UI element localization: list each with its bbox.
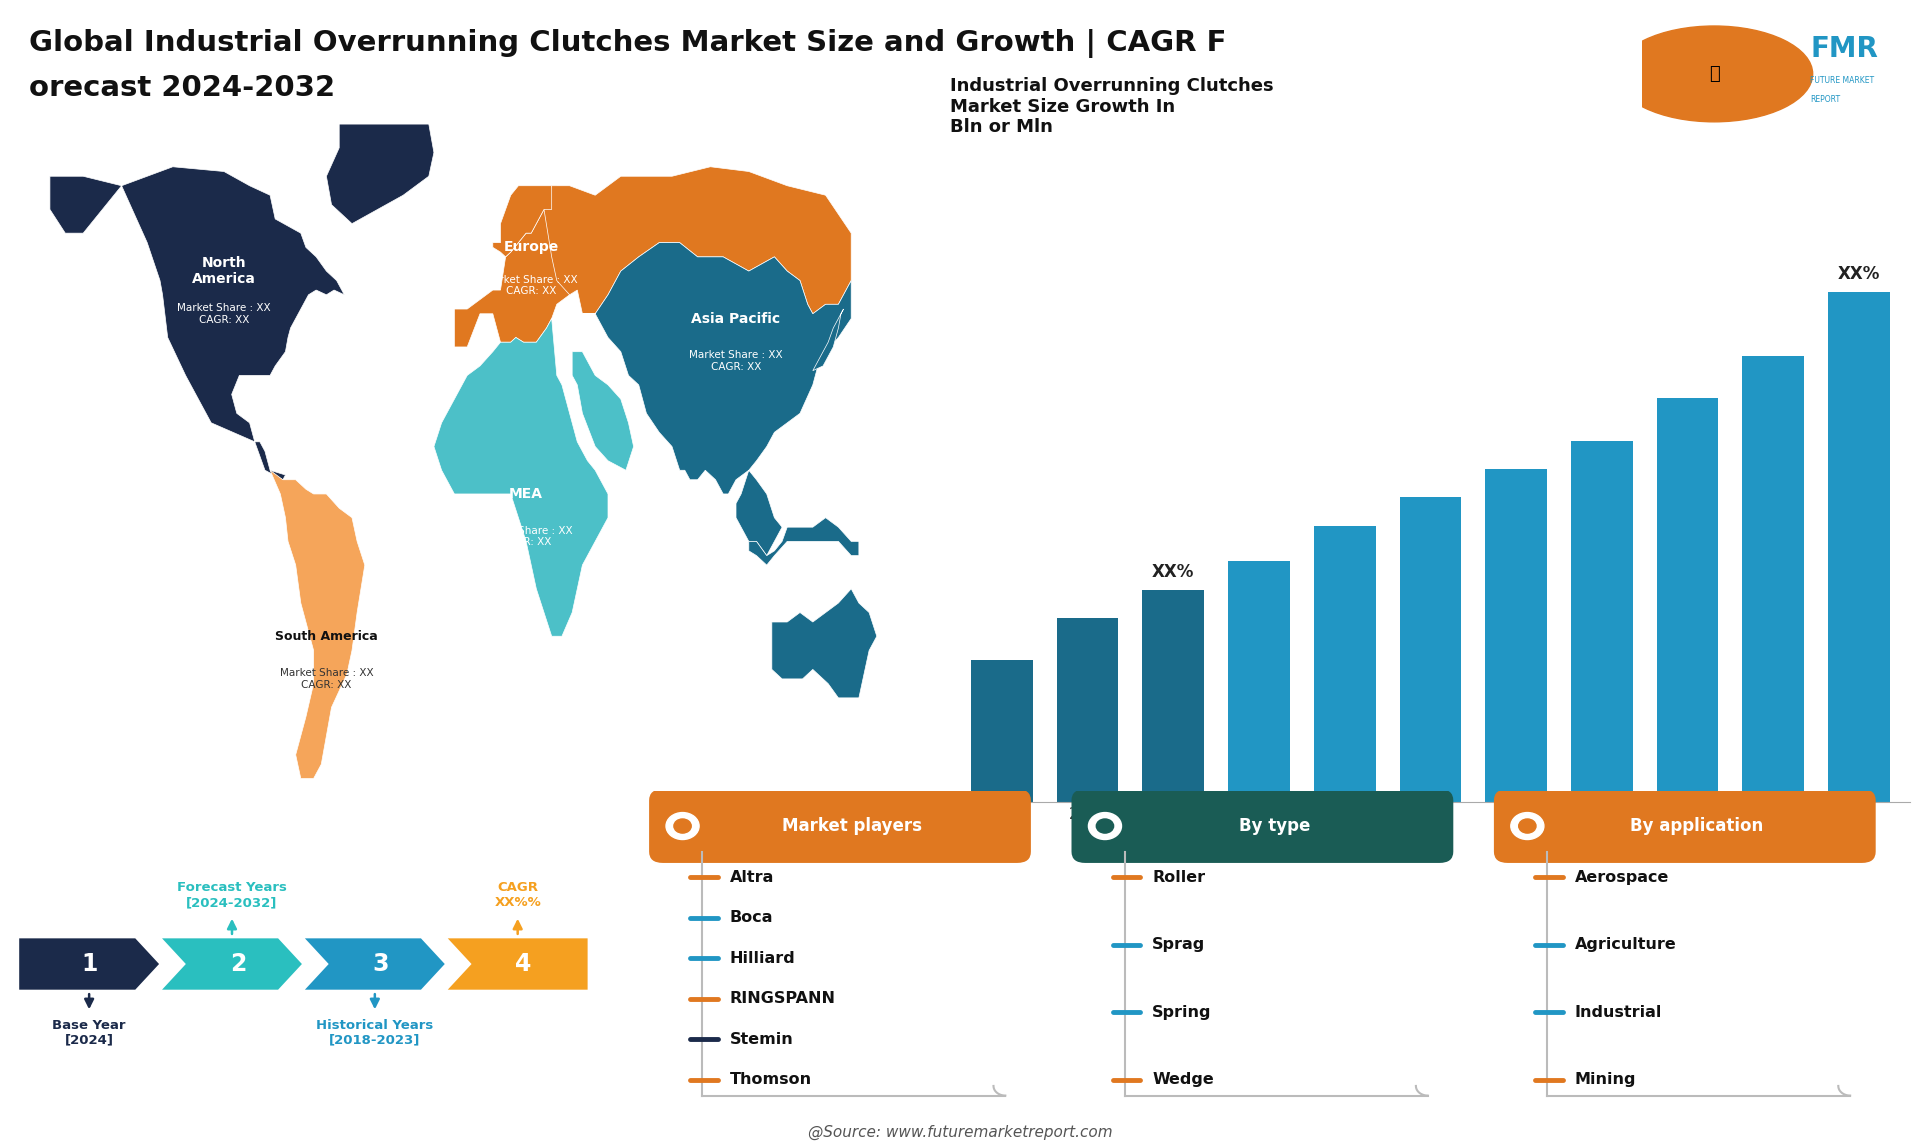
Text: REPORT: REPORT [1811, 95, 1839, 103]
Bar [1056, 618, 1117, 802]
Text: Forecast Years
[2024-2032]: Forecast Years [2024-2032] [177, 881, 286, 910]
Text: Market Share : XX
CAGR: XX: Market Share : XX CAGR: XX [484, 275, 578, 296]
Polygon shape [455, 186, 582, 347]
Polygon shape [812, 309, 843, 370]
Text: 4: 4 [515, 952, 532, 976]
Text: Roller: Roller [1152, 870, 1206, 885]
Text: Altra: Altra [730, 870, 774, 885]
Bar [1486, 469, 1548, 802]
Text: Market Share : XX
CAGR: XX: Market Share : XX CAGR: XX [480, 526, 572, 548]
Text: Mining: Mining [1574, 1072, 1636, 1088]
Text: Global Industrial Overrunning Clutches Market Size and Growth | CAGR F: Global Industrial Overrunning Clutches M… [29, 29, 1227, 57]
Text: Boca: Boca [730, 910, 774, 925]
Circle shape [1615, 26, 1812, 121]
Text: RINGSPANN: RINGSPANN [730, 991, 835, 1006]
Bar [1743, 355, 1805, 802]
Polygon shape [19, 939, 159, 990]
Polygon shape [161, 939, 301, 990]
Circle shape [674, 819, 691, 833]
Text: South America: South America [275, 630, 378, 643]
Polygon shape [434, 319, 609, 636]
Text: Industrial: Industrial [1574, 1005, 1663, 1020]
Text: Historical Years
[2018-2023]: Historical Years [2018-2023] [317, 1019, 434, 1046]
Bar [972, 660, 1033, 802]
Text: 2: 2 [230, 952, 246, 976]
Text: XX%: XX% [1152, 563, 1194, 581]
Text: Stemin: Stemin [730, 1031, 793, 1046]
Text: Europe: Europe [503, 241, 559, 254]
Text: By type: By type [1238, 817, 1309, 835]
Text: Agriculture: Agriculture [1574, 937, 1676, 952]
Text: Industrial Overrunning Clutches
Market Size Growth In
Bln or Mln: Industrial Overrunning Clutches Market S… [950, 77, 1275, 136]
FancyBboxPatch shape [1071, 790, 1453, 863]
Text: FUTURE MARKET: FUTURE MARKET [1811, 76, 1874, 85]
Text: By application: By application [1630, 817, 1763, 835]
Text: Thomson: Thomson [730, 1072, 812, 1088]
FancyBboxPatch shape [1494, 790, 1876, 863]
Text: Wedge: Wedge [1152, 1072, 1213, 1088]
Circle shape [1089, 813, 1121, 840]
Bar [1142, 589, 1204, 802]
Circle shape [1511, 813, 1544, 840]
Text: CAGR
XX%%: CAGR XX%% [493, 881, 541, 910]
Circle shape [1519, 819, 1536, 833]
Bar [1571, 441, 1632, 802]
FancyBboxPatch shape [649, 790, 1031, 863]
Polygon shape [326, 124, 434, 223]
Text: Spring: Spring [1152, 1005, 1212, 1020]
Circle shape [1096, 819, 1114, 833]
Polygon shape [572, 352, 634, 470]
Polygon shape [772, 589, 877, 698]
Text: Market Share : XX
CAGR: XX: Market Share : XX CAGR: XX [689, 351, 783, 372]
Polygon shape [305, 939, 445, 990]
Polygon shape [50, 167, 344, 480]
Circle shape [666, 813, 699, 840]
Text: XX%: XX% [1837, 266, 1880, 283]
Bar [1657, 398, 1718, 802]
Polygon shape [493, 186, 551, 257]
Text: Market players: Market players [781, 817, 922, 835]
Polygon shape [543, 167, 851, 314]
Text: Base Year
[2024]: Base Year [2024] [52, 1019, 127, 1046]
Polygon shape [271, 470, 365, 778]
Text: MEA: MEA [509, 487, 543, 501]
Text: Market Share : XX
CAGR: XX: Market Share : XX CAGR: XX [280, 668, 372, 690]
Text: @Source: www.futuremarketreport.com: @Source: www.futuremarketreport.com [808, 1125, 1112, 1140]
Polygon shape [582, 243, 851, 556]
Text: 🔭: 🔭 [1709, 65, 1720, 83]
Text: Aerospace: Aerospace [1574, 870, 1668, 885]
Text: 3: 3 [372, 952, 390, 976]
Text: North
America: North America [192, 256, 255, 286]
Text: FMR: FMR [1811, 34, 1878, 63]
Bar [1400, 497, 1461, 802]
Text: Asia Pacific: Asia Pacific [691, 312, 781, 325]
Text: orecast 2024-2032: orecast 2024-2032 [29, 74, 334, 102]
Text: 1: 1 [81, 952, 98, 976]
Bar [1828, 292, 1889, 802]
Bar [1313, 526, 1375, 802]
Polygon shape [749, 518, 858, 565]
Text: Hilliard: Hilliard [730, 951, 795, 966]
Text: Sprag: Sprag [1152, 937, 1206, 952]
Bar [1229, 562, 1290, 802]
Text: Market Share : XX
CAGR: XX: Market Share : XX CAGR: XX [177, 303, 271, 324]
Polygon shape [447, 939, 588, 990]
